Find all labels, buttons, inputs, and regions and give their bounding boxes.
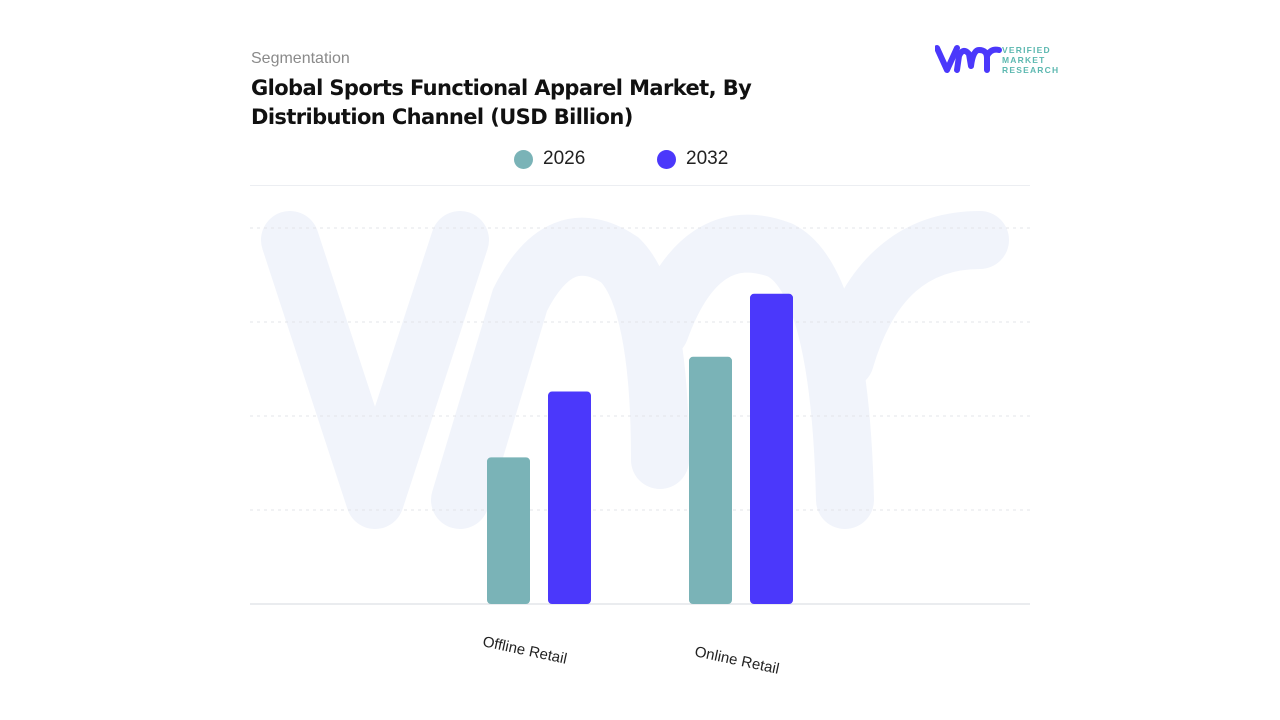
bar-offline-retail-2032 xyxy=(548,391,591,604)
svg-text:MARKET: MARKET xyxy=(1002,55,1046,65)
legend-item-2026[interactable]: 2026 xyxy=(514,148,585,170)
chart-title: Global Sports Functional Apparel Market,… xyxy=(251,76,752,129)
legend-swatch-2026 xyxy=(514,149,533,169)
legend-label-2032: 2032 xyxy=(686,148,729,169)
segmentation-label: Segmentation xyxy=(251,50,350,67)
svg-text:VERIFIED: VERIFIED xyxy=(1002,45,1051,55)
bar-online-retail-2032 xyxy=(750,293,793,604)
watermark-logo xyxy=(261,211,1009,529)
legend-item-2032[interactable]: 2032 xyxy=(657,148,728,170)
legend: 2026 2032 xyxy=(0,148,1280,174)
bar-offline-retail-2026 xyxy=(487,457,530,604)
legend-divider xyxy=(250,185,1030,186)
svg-text:RESEARCH: RESEARCH xyxy=(1002,65,1059,75)
bar-online-retail-2026 xyxy=(689,356,732,604)
legend-label-2026: 2026 xyxy=(543,148,586,169)
legend-swatch-2032 xyxy=(657,149,676,169)
vmr-logo: VERIFIED MARKET RESEARCH xyxy=(934,42,1065,76)
